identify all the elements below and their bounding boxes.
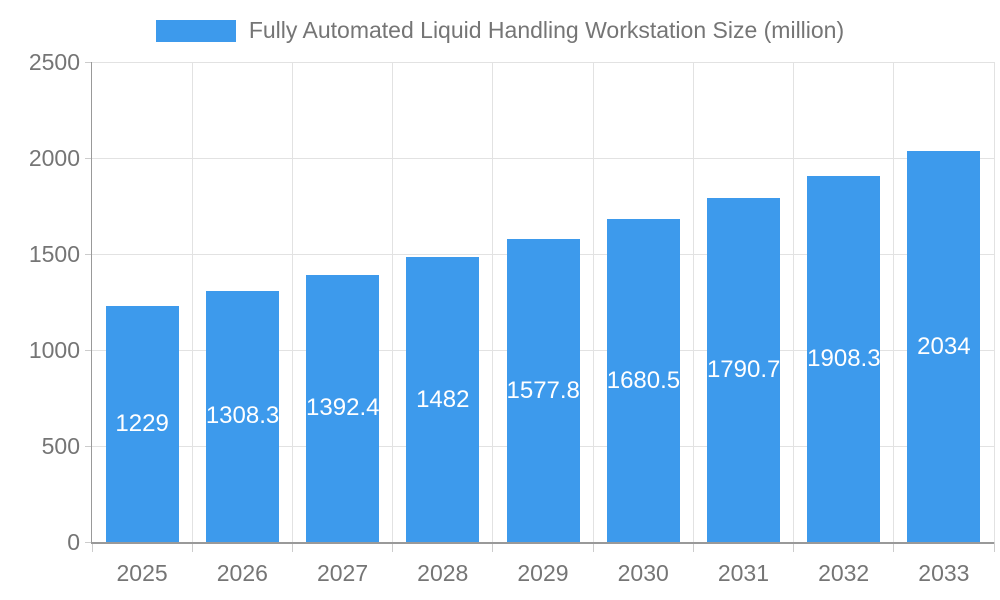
x-tick-mark-2 [291, 542, 293, 552]
gridline-vertical-6 [692, 62, 694, 542]
x-axis-label-2026: 2026 [216, 560, 268, 586]
gridline-vertical-1 [191, 62, 193, 542]
x-axis-label-2029: 2029 [517, 560, 569, 586]
y-tick-mark-1000 [85, 349, 92, 351]
x-axis-label-2030: 2030 [617, 560, 669, 586]
bar-2033[interactable] [907, 151, 981, 542]
gridline-vertical-2 [291, 62, 293, 542]
bar-2030[interactable] [606, 219, 680, 542]
y-tick-mark-2000 [85, 157, 92, 159]
gridline-horizontal-2500 [92, 61, 994, 63]
bar-2027[interactable] [306, 274, 380, 542]
gridline-horizontal-2000 [92, 157, 994, 159]
bar-2031[interactable] [706, 198, 780, 542]
gridline-vertical-9 [993, 62, 995, 542]
x-axis-line [91, 542, 994, 544]
gridline-vertical-3 [392, 62, 394, 542]
y-tick-mark-500 [85, 445, 92, 447]
x-tick-mark-3 [392, 542, 394, 552]
bar-2025[interactable] [105, 306, 179, 542]
bar-2026[interactable] [205, 290, 279, 542]
x-tick-mark-0 [91, 542, 93, 552]
x-tick-mark-4 [492, 542, 494, 552]
x-axis-label-2033: 2033 [918, 560, 970, 586]
x-axis-label-2032: 2032 [818, 560, 870, 586]
legend-swatch [155, 19, 236, 42]
y-axis-label-2500: 2500 [28, 49, 80, 75]
x-tick-mark-5 [592, 542, 594, 552]
x-tick-mark-9 [993, 542, 995, 552]
y-axis-line [91, 62, 92, 542]
y-tick-mark-1500 [85, 253, 92, 255]
legend[interactable]: Fully Automated Liquid Handling Workstat… [0, 17, 1000, 44]
y-axis-label-0: 0 [67, 529, 80, 555]
gridline-vertical-7 [793, 62, 795, 542]
x-tick-mark-1 [191, 542, 193, 552]
y-axis-label-500: 500 [41, 433, 80, 459]
bar-2032[interactable] [807, 175, 881, 542]
x-axis-label-2027: 2027 [316, 560, 369, 586]
x-tick-mark-7 [793, 542, 795, 552]
gridline-vertical-4 [492, 62, 494, 542]
legend-label: Fully Automated Liquid Handling Workstat… [248, 17, 845, 43]
y-axis-label-1000: 1000 [28, 337, 80, 363]
bar-2028[interactable] [406, 257, 480, 542]
x-axis-label-2025: 2025 [116, 560, 168, 586]
y-tick-mark-2500 [85, 61, 92, 63]
y-tick-mark-0 [85, 541, 92, 543]
x-axis-label-2028: 2028 [417, 560, 469, 586]
x-tick-mark-6 [692, 542, 694, 552]
y-axis-label-2000: 2000 [28, 145, 80, 171]
gridline-vertical-5 [592, 62, 594, 542]
x-axis-label-2031: 2031 [717, 560, 770, 586]
gridline-vertical-8 [893, 62, 895, 542]
x-tick-mark-8 [893, 542, 895, 552]
bar-2029[interactable] [506, 239, 580, 542]
y-axis-label-1500: 1500 [28, 241, 80, 267]
